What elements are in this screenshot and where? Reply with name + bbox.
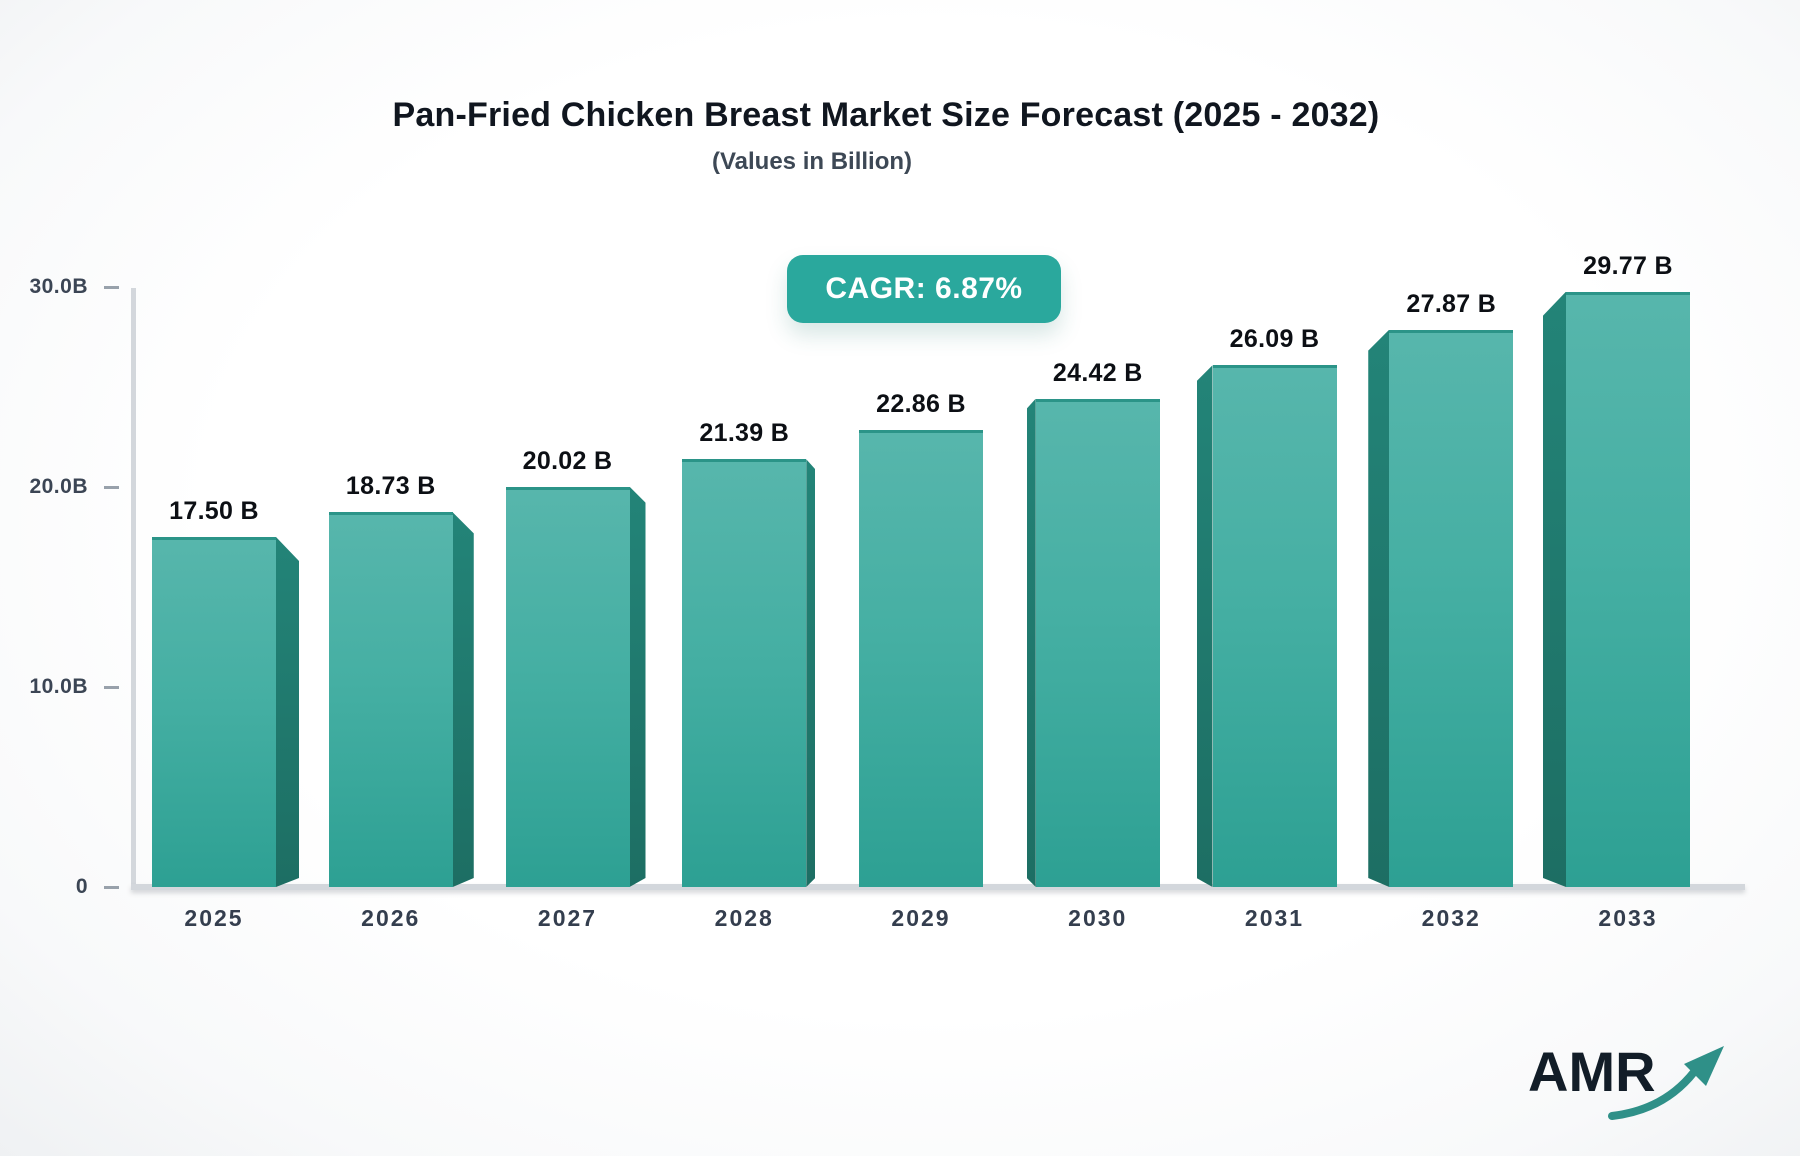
bar-2029 — [859, 429, 983, 887]
y-axis-tick-mark — [104, 486, 119, 489]
x-axis-label-2029: 2029 — [891, 905, 951, 931]
x-axis-label-2026: 2026 — [361, 905, 421, 931]
bar-side-face — [1368, 330, 1389, 887]
bar-side-face — [1197, 365, 1213, 887]
chart-title: Pan-Fried Chicken Breast Market Size For… — [392, 96, 1380, 134]
bar-value-label: 21.39 B — [699, 419, 790, 448]
y-axis-tick-label: 0 — [75, 875, 88, 898]
cagr-badge: CAGR: 6.87% — [787, 255, 1061, 323]
bar-2025 — [152, 537, 276, 887]
bar-value-label: 27.87 B — [1406, 289, 1497, 318]
bar-value-label: 22.86 B — [876, 389, 966, 418]
bar-value-label: 26.09 B — [1229, 325, 1320, 354]
bar-value-label: 18.73 B — [345, 472, 436, 501]
bar-2027 — [505, 486, 630, 887]
y-axis-tick-label: 10.0B — [29, 675, 88, 698]
bar-value-label: 20.02 B — [522, 446, 613, 475]
bar-2032 — [1389, 329, 1514, 887]
y-axis-tick-mark — [104, 886, 119, 889]
bar-side-face — [453, 512, 474, 887]
x-axis-label-2032: 2032 — [1421, 905, 1481, 931]
bar-side-face — [630, 487, 646, 887]
y-axis-tick-mark — [104, 286, 119, 289]
y-axis-line — [131, 288, 136, 888]
x-axis-label-2030: 2030 — [1068, 905, 1128, 931]
bar-2028 — [682, 459, 807, 887]
bar-side-face — [806, 459, 815, 887]
amr-logo-text: AMR — [1528, 1040, 1656, 1103]
x-axis-line — [131, 884, 1745, 890]
amr-logo: AMR — [1528, 1040, 1748, 1130]
chart-subtitle: (Values in Billion) — [711, 148, 913, 175]
x-axis-label-2033: 2033 — [1598, 905, 1658, 931]
cagr-badge-label: CAGR: 6.87% — [825, 272, 1023, 305]
growth-arrow-icon — [1608, 1046, 1724, 1120]
bar-2030 — [1035, 398, 1160, 887]
x-axis-label-2025: 2025 — [184, 905, 244, 931]
bar-side-face — [276, 537, 299, 887]
x-axis-label-2027: 2027 — [537, 905, 598, 931]
y-axis-tick-mark — [104, 686, 119, 689]
y-axis-tick-label: 30.0B — [29, 275, 88, 298]
bar-value-label: 24.42 B — [1052, 358, 1143, 387]
bar-2033 — [1566, 291, 1690, 887]
bar-side-face — [1543, 292, 1566, 887]
x-axis-label-2031: 2031 — [1244, 905, 1305, 931]
x-axis-label-2028: 2028 — [714, 905, 774, 931]
bar-value-label: 29.77 B — [1583, 251, 1673, 280]
bar-2026 — [328, 512, 453, 887]
bar-value-label: 17.50 B — [169, 497, 259, 525]
y-axis-tick-label: 20.0B — [29, 475, 88, 498]
bar-2031 — [1212, 365, 1337, 887]
bar-side-face — [1027, 399, 1036, 887]
